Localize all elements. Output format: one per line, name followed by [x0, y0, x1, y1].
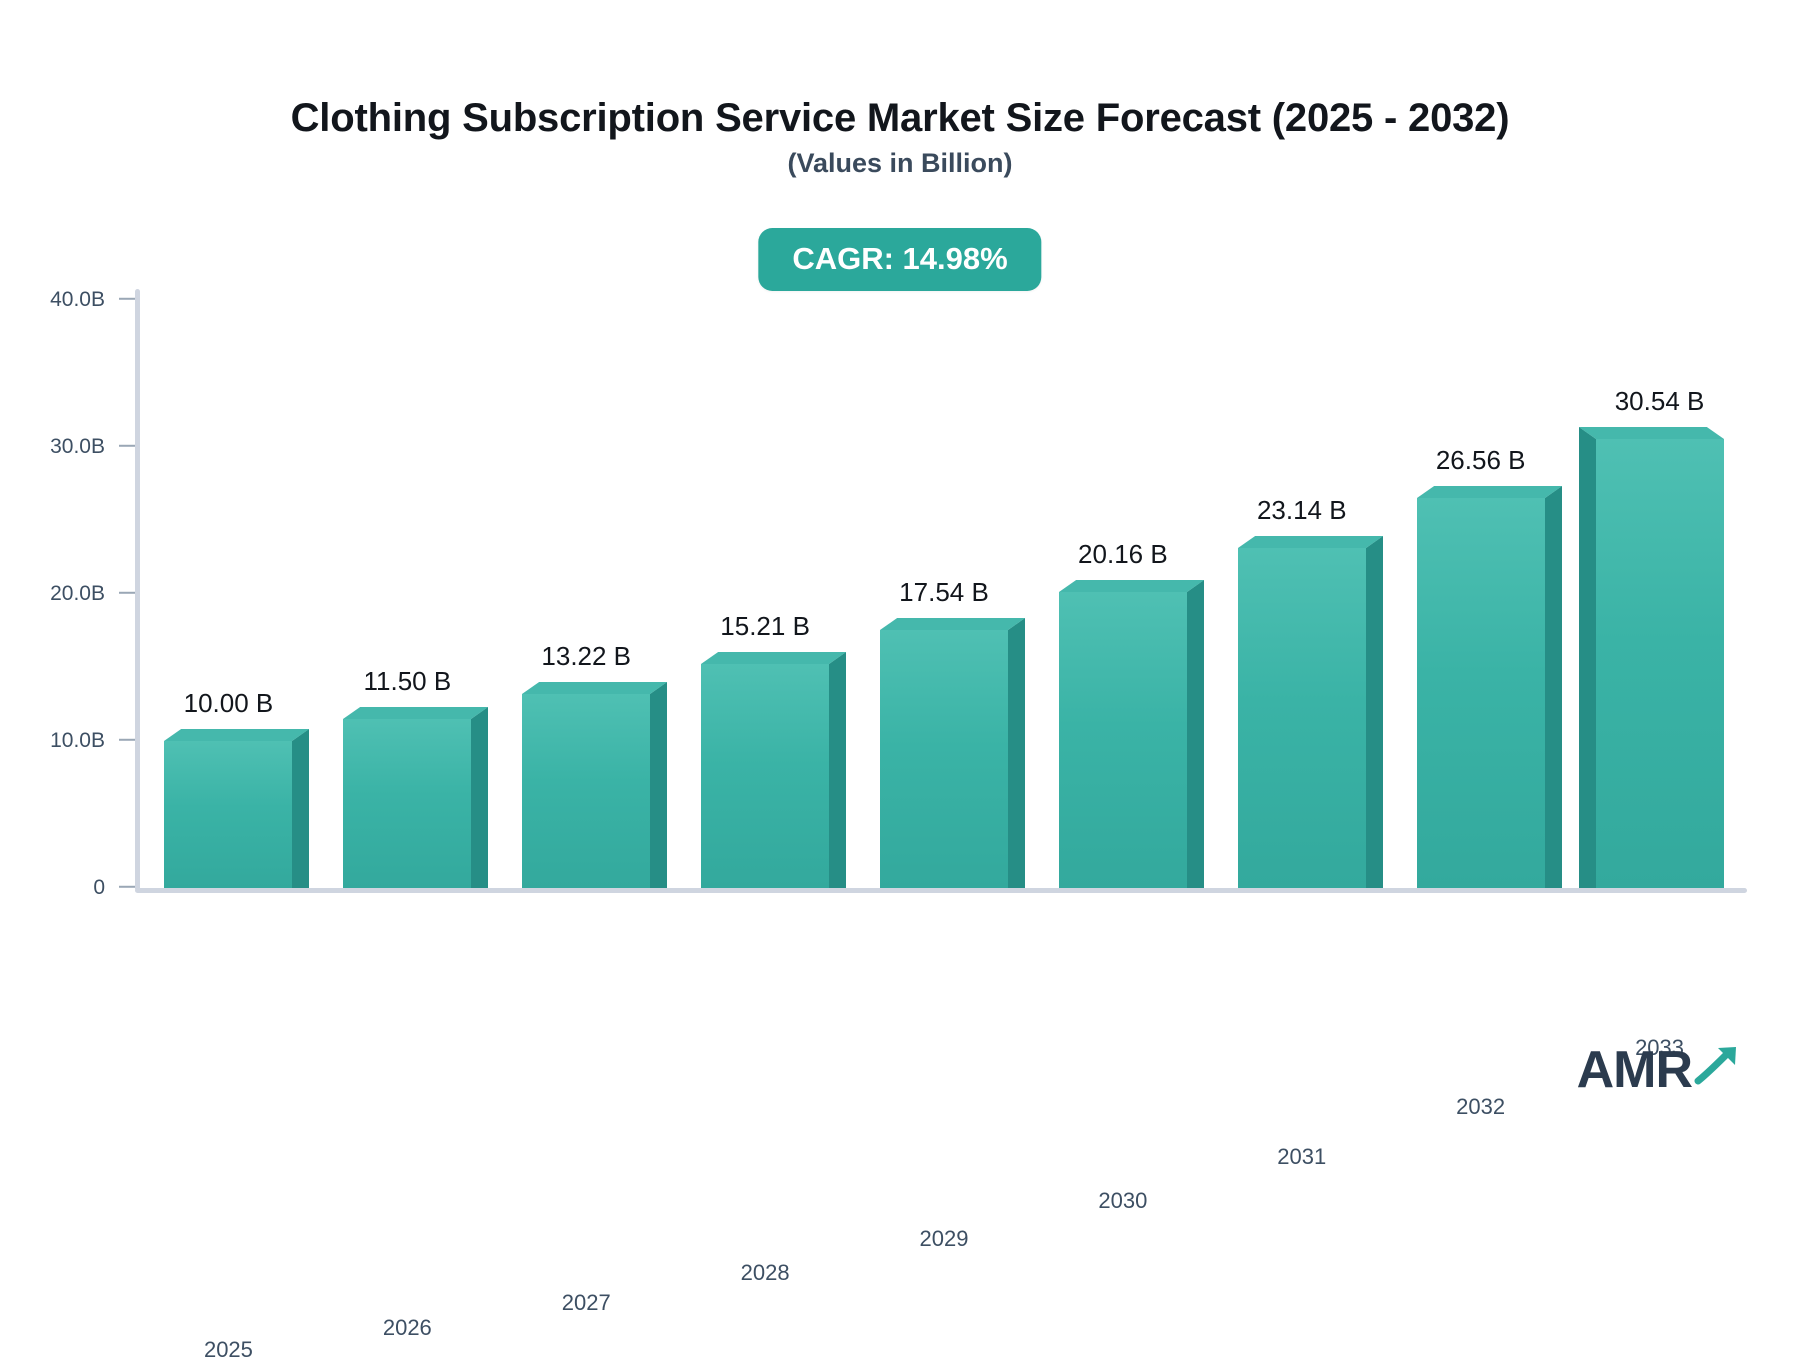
bar-2026[interactable]: 11.50 B 2026 — [343, 666, 489, 1340]
bar-2028[interactable]: 15.21 B 2028 — [701, 611, 847, 1285]
bar-top-face — [343, 706, 489, 719]
y-axis-tick-label: 10.0B — [50, 729, 105, 753]
bar-2031[interactable]: 23.14 B 2031 — [1237, 495, 1383, 1169]
bar-side-face — [1578, 439, 1596, 888]
bar-2032[interactable]: 26.56 B 2032 — [1416, 445, 1562, 1119]
bar-value-label: 30.54 B — [1614, 386, 1705, 417]
bar-top-face — [1578, 427, 1724, 440]
y-axis-tick: 0 — [5, 876, 135, 900]
bar-side-face — [650, 693, 668, 888]
bar-front-face — [1237, 547, 1366, 888]
x-axis-tick-label: 2032 — [1456, 1093, 1506, 1119]
x-axis-tick-label: 2030 — [1098, 1187, 1148, 1213]
bar-2030[interactable]: 20.16 B 2030 — [1058, 539, 1205, 1213]
y-axis-tick: 30.0B — [5, 435, 135, 459]
bar-front-face — [1595, 439, 1724, 888]
bar-front-face — [880, 630, 1008, 888]
bar-front-face — [164, 741, 293, 888]
bar-side-face — [292, 741, 310, 888]
bar-side-face — [1544, 497, 1562, 888]
bar-side-face — [1365, 547, 1383, 888]
bar-front-face — [343, 718, 472, 888]
chart-container: Clothing Subscription Service Market Siz… — [0, 0, 1800, 1156]
y-axis-tick-mark — [119, 444, 135, 447]
bar-value-label: 23.14 B — [1256, 494, 1347, 525]
y-axis-line — [135, 289, 140, 891]
page-title: Clothing Subscription Service Market Siz… — [290, 96, 1510, 140]
bar-top-face — [164, 729, 310, 741]
amr-logo: AMR — [1577, 1032, 1740, 1096]
bar-value-label: 17.54 B — [899, 577, 989, 608]
y-axis-tick-mark — [119, 738, 135, 741]
bar-value-label: 20.16 B — [1078, 538, 1168, 569]
x-axis-tick-label: 2029 — [919, 1226, 969, 1252]
cagr-badge: CAGR: 14.98% — [758, 228, 1042, 291]
logo-text: AMR — [1576, 1041, 1693, 1099]
bar-value-label: 13.22 B — [541, 640, 632, 671]
bar-top-face — [522, 681, 668, 694]
up-right-arrow-icon — [1694, 1043, 1740, 1090]
bar-value-label: 26.56 B — [1435, 444, 1526, 475]
bar-2025[interactable]: 10.00 B 2025 — [164, 688, 310, 1362]
bar-front-face — [1058, 591, 1187, 888]
bar-2027[interactable]: 13.22 B 2027 — [522, 641, 668, 1315]
y-axis-tick-label: 0 — [93, 876, 105, 900]
bar-top-face — [701, 652, 847, 665]
y-axis-tick-label: 20.0B — [50, 582, 105, 606]
bar-side-face — [1186, 591, 1204, 888]
bar-top-face — [880, 618, 1026, 631]
bar-top-face — [1058, 579, 1205, 592]
bar-series: 10.00 B 2025 11.50 B 2026 13.22 B 2027 15.21 B… — [135, 290, 1745, 1362]
bar-top-face — [1237, 535, 1383, 548]
bar-side-face — [1008, 630, 1025, 888]
bar-top-face — [1416, 485, 1562, 498]
bar-front-face — [701, 664, 830, 888]
y-axis-tick-mark — [119, 885, 135, 888]
x-axis-tick-label: 2028 — [740, 1260, 790, 1286]
bar-front-face — [522, 693, 651, 888]
x-axis-tick-label: 2033 — [1635, 1035, 1685, 1061]
y-axis-tick: 10.0B — [5, 729, 135, 753]
bar-front-face — [1416, 497, 1545, 888]
x-axis-tick-label: 2027 — [561, 1289, 611, 1315]
y-axis-tick-mark — [119, 297, 135, 300]
bar-side-face — [829, 664, 847, 888]
plot-area: 0 10.0B 20.0B 30.0B 40.0B 10.00 B 2025 11.50 B… — [50, 288, 1747, 1362]
x-axis-line — [135, 888, 1747, 893]
bar-2033[interactable]: 30.54 B 2033 — [1578, 386, 1724, 1060]
x-axis-tick-label: 2025 — [203, 1337, 253, 1362]
bar-value-label: 11.50 B — [363, 665, 452, 696]
x-axis-tick-label: 2026 — [382, 1314, 432, 1340]
chart-subtitle: (Values in Billion) — [787, 148, 1013, 178]
y-axis-tick-label: 30.0B — [50, 435, 105, 459]
bar-side-face — [471, 718, 489, 888]
bar-value-label: 10.00 B — [183, 688, 274, 718]
y-axis-tick: 20.0B — [5, 582, 135, 606]
bar-2029[interactable]: 17.54 B 2029 — [880, 577, 1026, 1251]
y-axis-tick: 40.0B — [5, 288, 135, 312]
bar-value-label: 15.21 B — [720, 611, 810, 642]
x-axis-tick-label: 2031 — [1277, 1143, 1327, 1169]
y-axis-tick-label: 40.0B — [50, 288, 105, 312]
y-axis-tick-mark — [119, 591, 135, 594]
